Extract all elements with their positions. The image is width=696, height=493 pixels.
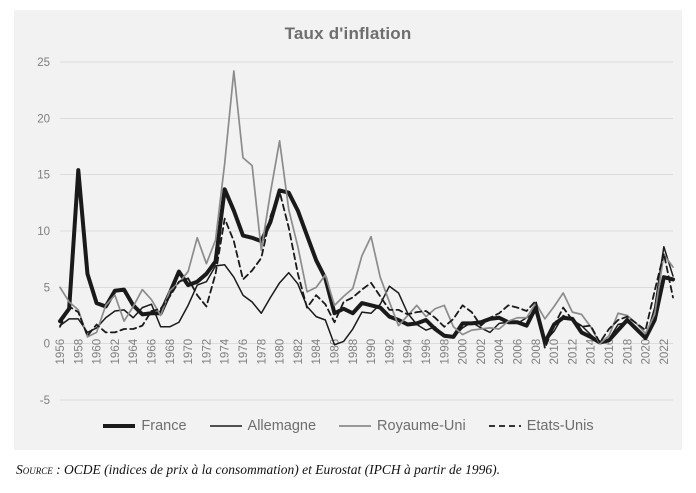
x-tick-label: 1966	[146, 339, 158, 365]
series-line-etats-unis	[59, 190, 674, 350]
y-tick-label: 20	[37, 113, 50, 125]
x-tick-label: 2006	[512, 339, 524, 365]
legend-swatch-icon	[488, 425, 521, 427]
x-tick-label: 2020	[641, 339, 653, 365]
y-tick-label: 15	[37, 170, 50, 182]
legend-swatch-icon	[209, 425, 242, 427]
x-tick-label: 1970	[183, 339, 195, 365]
x-tick-label: 1968	[165, 339, 177, 365]
x-tick-label: 2022	[659, 339, 671, 365]
x-tick-label: 1960	[92, 339, 104, 365]
legend-item-france[interactable]: France	[102, 418, 187, 434]
legend-swatch-icon	[103, 424, 136, 428]
x-tick-label: 1996	[421, 339, 433, 365]
legend-item-etats-unis[interactable]: Etats-Unis	[488, 418, 594, 434]
x-tick-label: 1974	[220, 338, 232, 364]
x-tick-label: 1984	[311, 338, 323, 364]
chart-panel: Taux d'inflation -5 0 5 10 15 20 25 1956 1958 19…	[14, 10, 682, 450]
source-note: Source : OCDE (indices de prix à la cons…	[16, 462, 500, 478]
x-tick-label: 2002	[476, 339, 488, 365]
x-axis-tick-labels: 1956 1958 1960 1962 1964 1966 1968 1970 1972 1974…	[55, 338, 671, 364]
legend-swatch-icon	[339, 425, 372, 427]
x-tick-label: 2016	[604, 339, 616, 365]
series-line-france	[58, 168, 675, 345]
y-tick-label: 10	[37, 226, 50, 238]
x-tick-label: 1978	[256, 339, 268, 365]
x-tick-label: 1992	[384, 339, 396, 365]
x-tick-label: 1976	[238, 339, 250, 365]
x-tick-label: 1962	[110, 339, 122, 365]
legend-item-royaume-uni[interactable]: Royaume-Uni	[338, 418, 466, 434]
chart-title: Taux d'inflation	[284, 24, 412, 43]
x-tick-label: 1956	[55, 339, 67, 365]
y-tick-label: 5	[44, 282, 50, 294]
x-tick-label: 2014	[586, 338, 598, 364]
y-tick-label: -5	[40, 395, 50, 407]
plot-area: -5 0 5 10 15 20 25 1956 1958 1960 1962 1964 1966 196…	[37, 57, 675, 407]
y-tick-label: 25	[37, 57, 50, 69]
data-series-group	[58, 70, 675, 350]
x-tick-label: 1964	[128, 338, 140, 364]
x-tick-label: 1980	[275, 339, 287, 365]
source-label: Source	[16, 462, 53, 477]
x-tick-label: 2004	[494, 338, 506, 364]
legend-item-allemagne[interactable]: Allemagne	[209, 418, 317, 434]
source-text: : OCDE (indices de prix à la consommatio…	[52, 462, 500, 477]
x-tick-label: 1994	[403, 338, 415, 364]
x-tick-label: 1958	[73, 339, 85, 365]
legend-label: Etats-Unis	[526, 418, 594, 434]
x-tick-label: 1990	[366, 339, 378, 365]
x-tick-label: 1986	[329, 339, 341, 365]
chart-legend: France Allemagne Royaume-Uni Etats-Unis	[14, 418, 682, 434]
legend-label: France	[141, 418, 187, 434]
x-tick-label: 2010	[549, 339, 561, 365]
x-tick-label: 1988	[348, 339, 360, 365]
x-tick-label: 1982	[293, 339, 305, 365]
x-tick-label: 1998	[439, 339, 451, 365]
y-tick-label: 0	[44, 339, 50, 351]
gridlines-group	[60, 61, 673, 401]
x-tick-label: 2008	[531, 339, 543, 365]
x-tick-label: 1972	[201, 339, 213, 365]
series-line-royaume-uni	[59, 70, 674, 345]
legend-label: Allemagne	[247, 418, 317, 434]
x-tick-label: 2018	[622, 339, 634, 365]
x-tick-label: 2000	[458, 339, 470, 365]
legend-label: Royaume-Uni	[377, 418, 466, 434]
y-axis-tick-labels: -5 0 5 10 15 20 25	[37, 57, 50, 407]
x-tick-label: 2012	[567, 339, 579, 365]
